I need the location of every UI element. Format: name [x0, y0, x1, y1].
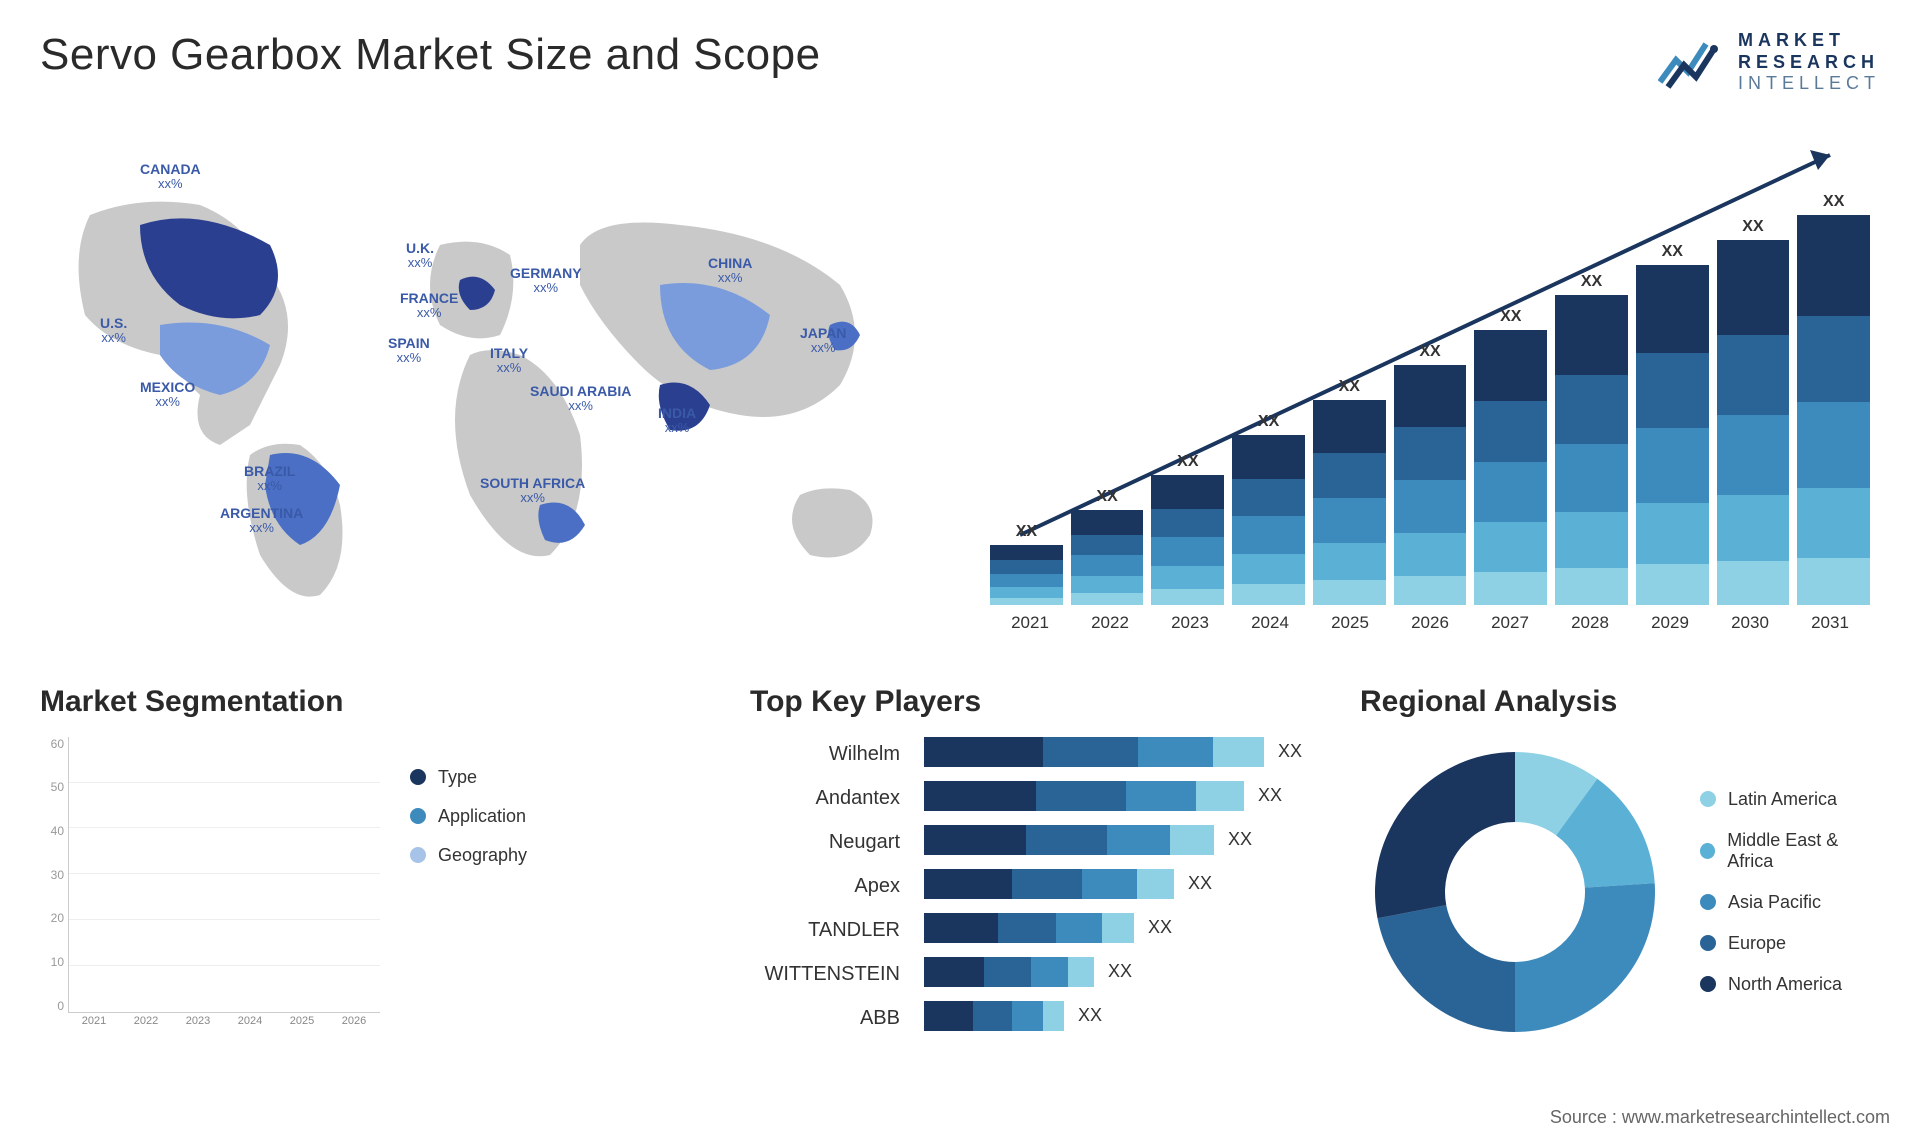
- players-title: Top Key Players: [750, 685, 1330, 719]
- stacked-xlabel: 2023: [1150, 613, 1230, 633]
- bar-value-label: XX: [1823, 193, 1844, 211]
- donut-segment: [1375, 752, 1515, 918]
- map-label-saudi-arabia: SAUDI ARABIAxx%: [530, 383, 631, 414]
- stacked-xlabel: 2028: [1550, 613, 1630, 633]
- bar-value-label: XX: [1339, 378, 1360, 396]
- segmentation-panel: Market Segmentation 6050403020100 202120…: [40, 685, 720, 1055]
- bar-value-label: XX: [1662, 243, 1683, 261]
- bar-value-label: XX: [1742, 218, 1763, 236]
- bar-value-label: XX: [1419, 343, 1440, 361]
- stacked-bar-2025: XX: [1313, 378, 1386, 605]
- map-label-japan: JAPANxx%: [800, 325, 846, 356]
- map-label-brazil: BRAZILxx%: [244, 463, 295, 494]
- regional-donut: [1360, 737, 1670, 1047]
- stacked-bar-2031: XX: [1797, 193, 1870, 605]
- stacked-xlabel: 2027: [1470, 613, 1550, 633]
- legend-item: North America: [1700, 974, 1880, 995]
- player-bar-tandler: XX: [924, 913, 1330, 943]
- bar-value-label: XX: [1500, 308, 1521, 326]
- player-bar-andantex: XX: [924, 781, 1330, 811]
- logo-text-2: RESEARCH: [1738, 52, 1880, 74]
- segmentation-title: Market Segmentation: [40, 685, 720, 719]
- player-label: Apex: [750, 871, 900, 901]
- map-label-canada: CANADAxx%: [140, 161, 201, 192]
- legend-item: Application: [410, 806, 527, 827]
- map-label-u-s-: U.S.xx%: [100, 315, 127, 346]
- map-label-south-africa: SOUTH AFRICAxx%: [480, 475, 585, 506]
- stacked-bar-2023: XX: [1151, 453, 1224, 605]
- stacked-xlabel: 2029: [1630, 613, 1710, 633]
- donut-segment: [1377, 905, 1515, 1032]
- player-bar-wittenstein: XX: [924, 957, 1330, 987]
- brand-logo: MARKET RESEARCH INTELLECT: [1658, 30, 1880, 95]
- donut-segment: [1515, 883, 1655, 1032]
- stacked-xlabel: 2030: [1710, 613, 1790, 633]
- market-size-chart: XXXXXXXXXXXXXXXXXXXXXX 20212022202320242…: [980, 125, 1880, 645]
- stacked-xlabel: 2026: [1390, 613, 1470, 633]
- legend-item: Middle East & Africa: [1700, 830, 1880, 872]
- stacked-bar-2028: XX: [1555, 273, 1628, 605]
- map-label-spain: SPAINxx%: [388, 335, 430, 366]
- source-attribution: Source : www.marketresearchintellect.com: [1550, 1107, 1890, 1128]
- map-label-india: INDIAxx%: [658, 405, 696, 436]
- logo-text-1: MARKET: [1738, 30, 1880, 52]
- stacked-bar-2027: XX: [1474, 308, 1547, 605]
- map-label-argentina: ARGENTINAxx%: [220, 505, 303, 536]
- player-bar-neugart: XX: [924, 825, 1330, 855]
- player-label: Andantex: [750, 783, 900, 813]
- regional-legend: Latin America Middle East & Africa Asia Pa…: [1700, 789, 1880, 995]
- player-bar-apex: XX: [924, 869, 1330, 899]
- player-label: Wilhelm: [750, 739, 900, 769]
- stacked-bar-2021: XX: [990, 523, 1063, 605]
- map-label-mexico: MEXICOxx%: [140, 379, 195, 410]
- stacked-xlabel: 2022: [1070, 613, 1150, 633]
- player-label: WITTENSTEIN: [750, 959, 900, 989]
- logo-icon: [1658, 32, 1728, 92]
- segmentation-legend: Type Application Geography: [410, 737, 527, 1037]
- stacked-bar-2024: XX: [1232, 413, 1305, 605]
- bar-value-label: XX: [1258, 413, 1279, 431]
- legend-item: Geography: [410, 845, 527, 866]
- world-map-panel: CANADAxx% U.S.xx% MEXICOxx% BRAZILxx% ARGENT…: [40, 125, 940, 645]
- bar-value-label: XX: [1096, 488, 1117, 506]
- legend-item: Asia Pacific: [1700, 892, 1880, 913]
- page-title: Servo Gearbox Market Size and Scope: [40, 30, 821, 80]
- map-label-france: FRANCExx%: [400, 290, 458, 321]
- player-label: TANDLER: [750, 915, 900, 945]
- key-players-panel: Top Key Players Wilhelm Andantex Neugart Ap…: [750, 685, 1330, 1055]
- player-bar-wilhelm: XX: [924, 737, 1330, 767]
- stacked-xlabel: 2025: [1310, 613, 1390, 633]
- bar-value-label: XX: [1177, 453, 1198, 471]
- stacked-xlabel: 2024: [1230, 613, 1310, 633]
- regional-title: Regional Analysis: [1360, 685, 1880, 719]
- stacked-bar-2026: XX: [1394, 343, 1467, 605]
- legend-item: Latin America: [1700, 789, 1880, 810]
- map-label-u-k-: U.K.xx%: [406, 240, 434, 271]
- logo-text-3: INTELLECT: [1738, 73, 1880, 95]
- legend-item: Europe: [1700, 933, 1880, 954]
- player-label: ABB: [750, 1003, 900, 1033]
- player-bar-abb: XX: [924, 1001, 1330, 1031]
- legend-item: Type: [410, 767, 527, 788]
- segmentation-chart: 6050403020100 202120222023202420252026: [40, 737, 380, 1037]
- stacked-xlabel: 2021: [990, 613, 1070, 633]
- stacked-bar-2022: XX: [1071, 488, 1144, 605]
- map-label-germany: GERMANYxx%: [510, 265, 582, 296]
- map-label-italy: ITALYxx%: [490, 345, 528, 376]
- regional-panel: Regional Analysis Latin America Middle Ea…: [1360, 685, 1880, 1055]
- stacked-xlabel: 2031: [1790, 613, 1870, 633]
- player-label: Neugart: [750, 827, 900, 857]
- map-label-china: CHINAxx%: [708, 255, 752, 286]
- bar-value-label: XX: [1016, 523, 1037, 541]
- bar-value-label: XX: [1581, 273, 1602, 291]
- stacked-bar-2029: XX: [1636, 243, 1709, 605]
- stacked-bar-2030: XX: [1717, 218, 1790, 605]
